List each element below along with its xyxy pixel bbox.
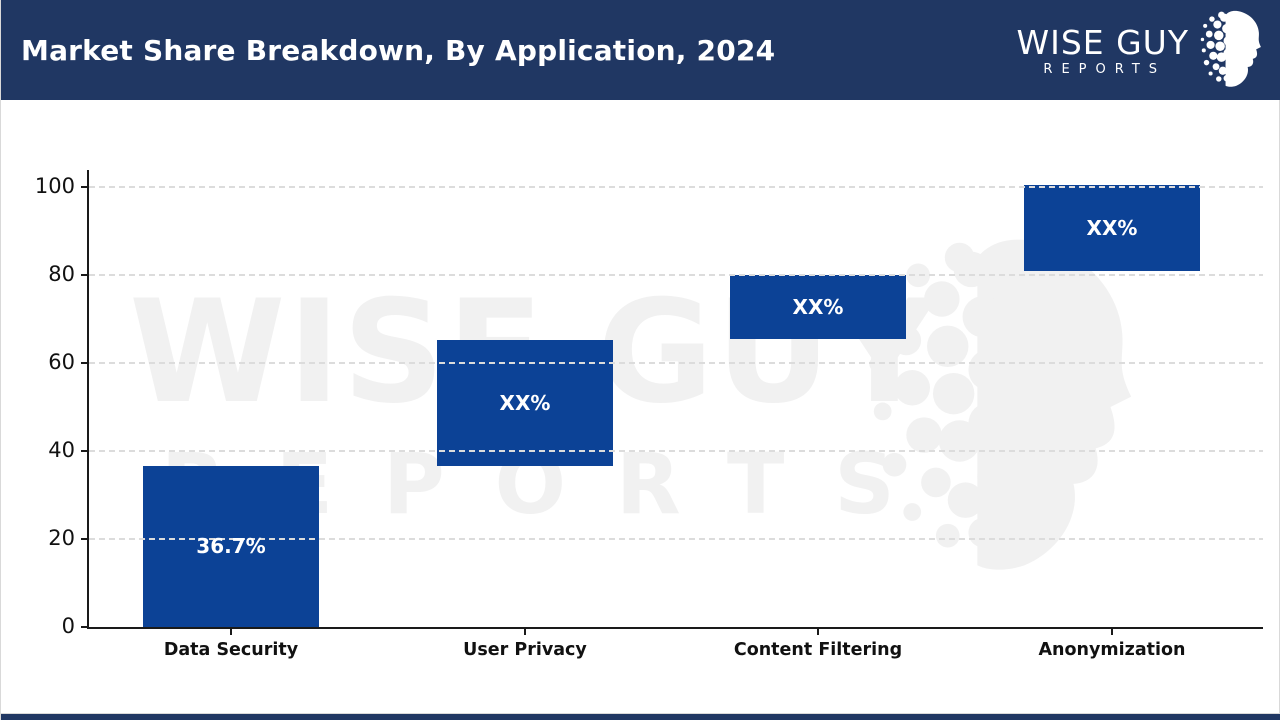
y-tick-label-60: 60 — [48, 350, 75, 374]
y-tick-60 — [81, 362, 89, 364]
y-gridline-100 — [89, 186, 1263, 188]
y-tick-label-40: 40 — [48, 438, 75, 462]
y-gridline-80 — [89, 274, 1263, 276]
waterfall-chart: 0 20 40 60 80 100 36.7% Data Security XX% User Pr… — [1, 100, 1280, 714]
y-tick-0 — [81, 626, 89, 628]
bar-data-security — [143, 465, 319, 627]
footer-divider — [1, 713, 1280, 714]
x-tick-content-filtering — [817, 627, 819, 635]
y-tick-20 — [81, 538, 89, 540]
y-tick-label-0: 0 — [61, 614, 75, 638]
y-gridline-20 — [89, 538, 1263, 540]
y-tick-label-80: 80 — [48, 262, 75, 286]
x-category-label-user-privacy: User Privacy — [463, 640, 587, 660]
y-tick-40 — [81, 450, 89, 452]
bar-value-label-data-security: 36.7% — [196, 534, 266, 559]
x-tick-anonymization — [1111, 627, 1113, 635]
x-axis — [87, 627, 1263, 629]
x-category-label-data-security: Data Security — [163, 640, 299, 660]
y-tick-100 — [81, 186, 89, 188]
x-tick-data-security — [230, 627, 232, 635]
header-banner: Market Share Breakdown, By Application, … — [1, 0, 1280, 100]
wise-guy-reports-logo: WISE GUY REPORTS — [1016, 0, 1267, 100]
y-tick-80 — [81, 274, 89, 276]
logo-text: WISE GUY REPORTS — [1016, 23, 1189, 78]
bar-value-label-anonymization: XX% — [1086, 216, 1138, 241]
y-tick-label-20: 20 — [48, 526, 75, 550]
bar-user-privacy — [437, 340, 613, 466]
y-gridline-40 — [89, 450, 1263, 452]
x-category-label-content-filtering: Content Filtering — [733, 640, 903, 660]
page-title: Market Share Breakdown, By Application, … — [21, 34, 776, 67]
bar-value-label-user-privacy: XX% — [499, 390, 551, 415]
y-tick-label-100: 100 — [34, 174, 75, 198]
x-category-label-anonymization: Anonymization — [1038, 640, 1186, 660]
y-axis — [87, 170, 89, 629]
logo-wordmark: WISE GUY — [1016, 23, 1189, 62]
y-gridline-60 — [89, 362, 1263, 364]
logo-subtitle: REPORTS — [1043, 62, 1167, 77]
footer-accent-strip — [1, 714, 1280, 720]
x-tick-user-privacy — [524, 627, 526, 635]
dotted-head-profile-icon — [1197, 8, 1265, 90]
bar-value-label-content-filtering: XX% — [792, 294, 844, 319]
